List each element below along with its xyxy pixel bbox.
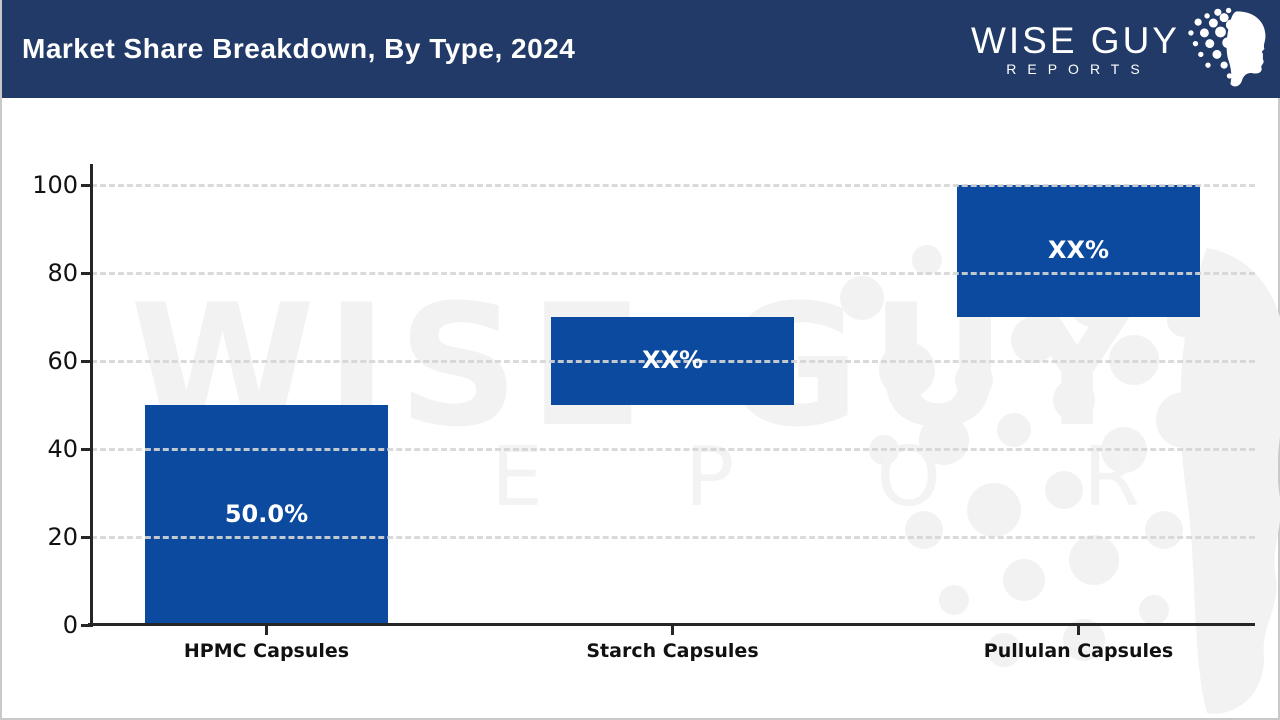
x-axis-line [88, 623, 1255, 626]
x-category-label: Starch Capsules [586, 640, 759, 662]
brand-name: WISE GUY [970, 19, 1180, 61]
brand-logo: WISE GUY REPORTS [971, 6, 1268, 92]
bar-chart: WISE GUY R E P O R T S 02040608010050.0%… [2, 98, 1280, 720]
x-tick-mark [671, 626, 674, 635]
dotted-head-profile-icon [1188, 7, 1266, 87]
y-tick-mark [81, 184, 91, 187]
bar-value-label: XX% [1047, 236, 1110, 264]
y-tick-mark [81, 272, 91, 275]
y-tick-label: 20 [47, 523, 78, 551]
bar-hpmc-capsules [145, 405, 388, 625]
x-tick-mark [1077, 626, 1080, 635]
y-tick-mark [81, 360, 91, 363]
x-category-label: Pullulan Capsules [983, 640, 1174, 662]
y-tick-label: 60 [47, 347, 78, 375]
y-axis-line [90, 164, 93, 627]
y-tick-mark [81, 448, 91, 451]
gridline-60 [91, 360, 1255, 363]
x-category-label: HPMC Capsules [183, 640, 350, 662]
brand-logo-text: WISE GUY REPORTS [971, 22, 1180, 77]
header-bar: Market Share Breakdown, By Type, 2024 WI… [2, 0, 1280, 98]
gridline-20 [91, 536, 1255, 539]
y-tick-mark [81, 536, 91, 539]
x-tick-mark [265, 626, 268, 635]
gridline-100 [91, 184, 1255, 187]
page-title: Market Share Breakdown, By Type, 2024 [22, 33, 576, 64]
gridline-80 [91, 272, 1255, 275]
y-tick-mark [81, 624, 91, 627]
bar-value-label: 50.0% [224, 500, 309, 528]
y-tick-label: 80 [47, 259, 78, 287]
watermark-text-2: R E P O R T S [292, 430, 1280, 525]
bar-value-label: XX% [641, 346, 704, 374]
y-tick-label: 0 [62, 611, 78, 639]
brand-subtitle: REPORTS [1006, 60, 1151, 77]
y-tick-label: 40 [47, 435, 78, 463]
gridline-40 [91, 448, 1255, 451]
y-tick-label: 100 [32, 171, 78, 199]
bar-pullulan-capsules [957, 185, 1200, 317]
